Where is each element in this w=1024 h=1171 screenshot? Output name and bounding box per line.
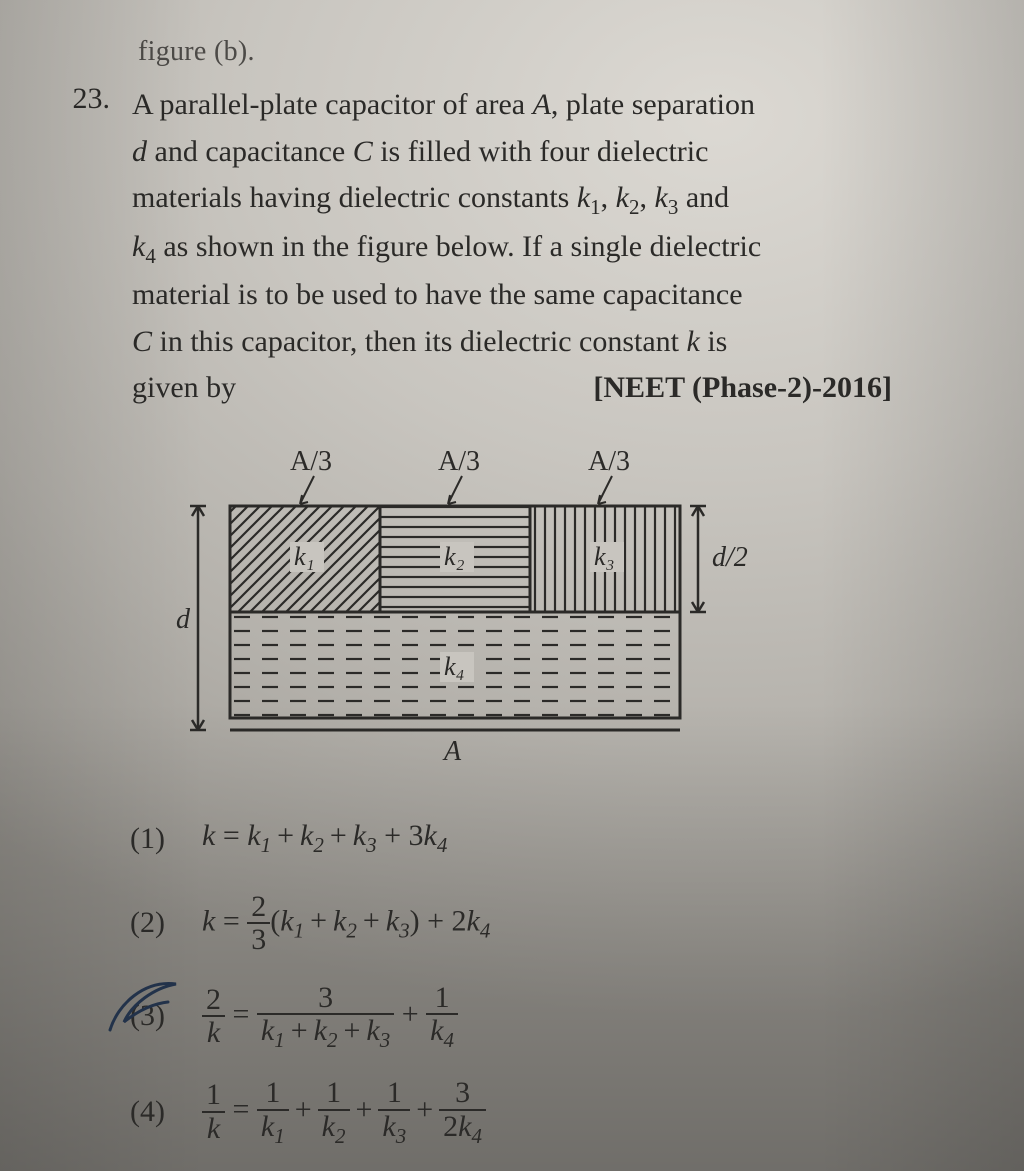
option-num-1: (1) (130, 822, 184, 856)
var-k4: k (132, 230, 145, 263)
label-d2: d/2 (712, 542, 748, 573)
option-2-expr: k = 23(k1+k2+k3) + 2k4 (202, 891, 490, 956)
sub-3: 3 (668, 195, 679, 219)
question-number: 23. (60, 82, 110, 412)
option-3: (3) 2k = 3k1+k2+k3 + 1k4 (130, 982, 964, 1052)
option-4-expr: 1k = 1k1+1k2+1k3+32k4 (202, 1077, 486, 1147)
var-k: k (686, 325, 699, 358)
sub-1: 1 (590, 195, 601, 219)
q-text: in this capacitor, then its dielectric c… (152, 325, 686, 358)
q-text: material is to be used to have the same … (132, 278, 743, 311)
var-k1: k (577, 181, 590, 214)
option-4: (4) 1k = 1k1+1k2+1k3+32k4 (130, 1077, 964, 1147)
q-text: is filled with four dielectric (373, 135, 709, 168)
page-root: figure (b). 23. A parallel-plate capacit… (0, 0, 1024, 1171)
sub-2: 2 (629, 195, 640, 219)
label-k1: k₁ (294, 542, 315, 571)
label-a3-1: A/3 (290, 446, 332, 477)
question-row: 23. A parallel-plate capacitor of area A… (60, 82, 964, 412)
label-d: d (176, 604, 191, 635)
previous-fragment: figure (b). (138, 36, 964, 68)
q-text: as shown in the figure below. If a singl… (156, 230, 761, 263)
option-num-4: (4) (130, 1095, 184, 1129)
label-k2: k₂ (444, 542, 465, 571)
capacitor-diagram: A/3 A/3 A/3 A k₁ k₂ k₃ (120, 442, 760, 782)
option-1-expr: k = k1+k2+k3 + 3k4 (202, 819, 447, 858)
q-text: and (678, 181, 729, 214)
option-3-expr: 2k = 3k1+k2+k3 + 1k4 (202, 982, 458, 1052)
var-C2: C (132, 325, 152, 358)
option-1: (1) k = k1+k2+k3 + 3k4 (130, 813, 964, 865)
label-a3-3: A/3 (588, 446, 630, 477)
given-by-row: given by [NEET (Phase-2)-2016] (132, 365, 892, 412)
figure: A/3 A/3 A/3 A k₁ k₂ k₃ (120, 442, 964, 787)
var-k3: k (655, 181, 668, 214)
options-list: (1) k = k1+k2+k3 + 3k4 (2) k = 23(k1+k2+… (130, 813, 964, 1147)
q-text: materials having dielectric constants (132, 181, 577, 214)
label-A: A (442, 736, 462, 767)
question-text: A parallel-plate capacitor of area A, pl… (132, 82, 892, 412)
var-d: d (132, 135, 147, 168)
label-a3-2: A/3 (438, 446, 480, 477)
var-A: A (533, 88, 551, 121)
exam-tag: [NEET (Phase-2)-2016] (593, 365, 892, 412)
given-by: given by (132, 365, 236, 412)
var-C: C (353, 135, 373, 168)
q-text: , plate separation (551, 88, 755, 121)
label-k3: k₃ (594, 542, 615, 571)
q-text: and capacitance (147, 135, 353, 168)
q-text: A parallel-plate capacitor of area (132, 88, 533, 121)
option-2: (2) k = 23(k1+k2+k3) + 2k4 (130, 891, 964, 956)
sub-4: 4 (145, 244, 156, 268)
var-k2: k (616, 181, 629, 214)
pen-annotation-icon (104, 970, 204, 1046)
label-k4: k₄ (444, 652, 465, 681)
option-num-2: (2) (130, 906, 184, 940)
q-text: is (700, 325, 728, 358)
